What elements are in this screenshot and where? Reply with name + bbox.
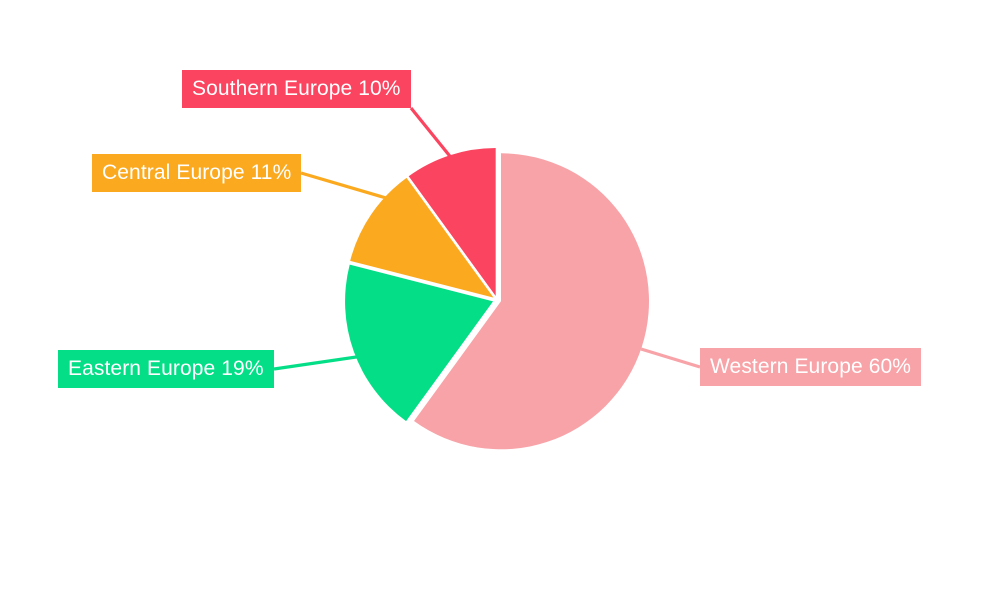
pie-label-central-europe-text: Central Europe 11% [102,161,292,184]
pie-slice-eastern-europe[interactable] [345,264,494,422]
leader-line-western-europe [640,347,701,369]
pie-slice-southern-europe[interactable] [408,148,496,297]
pie-label-southern-europe[interactable]: Southern Europe 10% [182,70,411,108]
pie-label-eastern-europe[interactable]: Eastern Europe 19% [58,350,274,388]
pie-slice-western-europe[interactable] [414,153,649,450]
pie-slice-central-europe[interactable] [350,177,494,298]
pie-label-western-europe[interactable]: Western Europe 60% [700,348,922,386]
leader-line-southern-europe [409,106,455,162]
pie-label-eastern-europe-text: Eastern Europe 19% [68,357,264,380]
pie-label-western-europe-text: Western Europe 60% [710,355,912,378]
pie-slices-group [345,148,649,450]
pie-label-southern-europe-text: Southern Europe 10% [192,77,401,100]
pie-label-central-europe[interactable]: Central Europe 11% [92,154,302,192]
